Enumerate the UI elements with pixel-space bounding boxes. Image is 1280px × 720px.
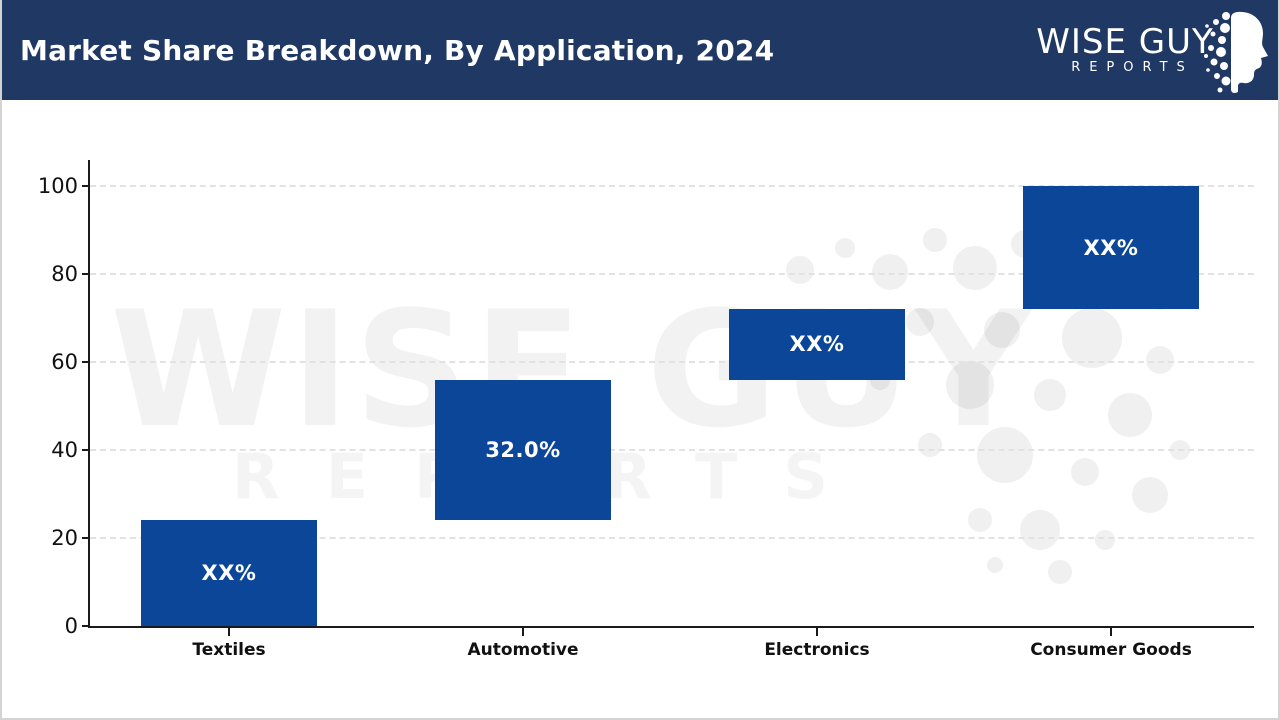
gridline-80 [90, 273, 1254, 275]
bar-value-label: 32.0% [485, 437, 561, 462]
bar-textiles: XX% [141, 520, 317, 626]
bar-value-label: XX% [789, 332, 845, 357]
x-tick-label-automotive: Automotive [467, 640, 579, 660]
wiseguy-logo: WISE GUY REPORTS [1000, 0, 1270, 100]
logo-subtitle: REPORTS [1071, 60, 1194, 75]
y-tick-mark [82, 537, 90, 539]
bar-automotive: 32.0% [435, 379, 611, 521]
bar-value-label: XX% [201, 561, 257, 586]
y-tick-mark [82, 361, 90, 363]
gridline-100 [90, 185, 1254, 187]
gridline-60 [90, 361, 1254, 363]
logo-wordmark: WISE GUY [1036, 22, 1214, 62]
y-tick-mark [82, 625, 90, 627]
x-axis-line [88, 626, 1254, 628]
page-title: Market Share Breakdown, By Application, … [20, 33, 775, 67]
x-tick-mark [1110, 628, 1112, 636]
y-tick-mark [82, 273, 90, 275]
logo-face-icon [1204, 11, 1268, 94]
x-tick-label-electronics: Electronics [764, 640, 870, 660]
x-tick-mark [522, 628, 524, 636]
y-tick-label: 20 [51, 526, 78, 550]
gridline-20 [90, 537, 1254, 539]
gridline-40 [90, 449, 1254, 451]
x-tick-label-textiles: Textiles [192, 640, 266, 660]
y-tick-label: 100 [37, 174, 78, 198]
bar-electronics: XX% [729, 309, 905, 380]
header-bar: Market Share Breakdown, By Application, … [0, 0, 1280, 100]
y-tick-mark [82, 449, 90, 451]
y-tick-mark [82, 185, 90, 187]
x-tick-mark [228, 628, 230, 636]
bar-consumer-goods: XX% [1023, 186, 1199, 310]
y-tick-label: 80 [51, 262, 78, 286]
bar-value-label: XX% [1083, 235, 1139, 260]
y-axis-line [88, 160, 90, 628]
y-tick-label: 0 [64, 614, 78, 638]
y-tick-label: 60 [51, 350, 78, 374]
x-tick-label-consumer-goods: Consumer Goods [1030, 640, 1192, 660]
y-tick-label: 40 [51, 438, 78, 462]
x-tick-mark [816, 628, 818, 636]
